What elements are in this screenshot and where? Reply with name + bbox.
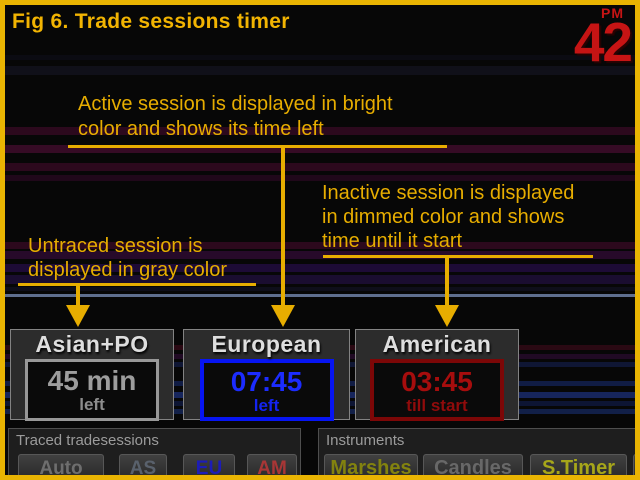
- annotation-line: displayed in gray color: [28, 259, 227, 281]
- session-panel-european: European 07:45 left: [183, 329, 350, 421]
- annotation-line: in dimmed color and shows: [322, 206, 565, 228]
- clock-period-label: PM: [601, 5, 624, 21]
- session-time-caption: left: [79, 395, 105, 414]
- session-timer-display: 03:45 till start: [370, 359, 504, 421]
- session-time-value: 45 min: [47, 365, 137, 396]
- annotation-untraced-session: Untraced session is displayed in gray co…: [28, 234, 227, 282]
- button-candles[interactable]: Candles: [423, 454, 523, 475]
- panel-title: Instruments: [326, 432, 405, 449]
- chart-stripe: [5, 175, 635, 181]
- session-timer-display: 45 min left: [25, 359, 159, 421]
- panel-instruments: Instruments Marshes Candles S.Timer: [318, 428, 635, 475]
- chart-stripe: [5, 242, 635, 249]
- panel-traced-tradesessions: Traced tradesessions Auto AS EU AM: [8, 428, 301, 475]
- clock-badge: PM 42: [573, 5, 633, 73]
- session-time-value: 07:45: [230, 366, 303, 397]
- annotation-inactive-session: Inactive session is displayed in dimmed …: [322, 181, 574, 253]
- arrow-stem: [281, 145, 285, 307]
- button-auto[interactable]: Auto: [18, 454, 104, 475]
- session-time-caption: left: [253, 396, 280, 415]
- chart-stripe: [5, 264, 635, 272]
- session-panel-asian: Asian+PO 45 min left: [10, 329, 174, 421]
- chart-stripe: [5, 127, 635, 135]
- session-time-caption: till start: [406, 396, 468, 415]
- session-time-value: 03:45: [401, 366, 473, 397]
- panel-title: Traced tradesessions: [16, 432, 159, 449]
- annotation-line: Untraced session is: [28, 235, 203, 257]
- annotation-line: time until it start: [322, 230, 463, 252]
- button-marshes[interactable]: Marshes: [324, 454, 418, 475]
- arrow-down-icon: [435, 305, 459, 327]
- button-as[interactable]: AS: [119, 454, 167, 475]
- annotation-line: color and shows its time left: [78, 118, 324, 140]
- chart-stripe: [5, 66, 635, 75]
- chart-stripe: [5, 163, 635, 171]
- arrow-down-icon: [271, 305, 295, 327]
- arrow-down-icon: [66, 305, 90, 327]
- annotation-line: Active session is displayed in bright: [78, 93, 393, 115]
- arrow-stem: [445, 255, 449, 307]
- session-name: European: [211, 331, 322, 357]
- chart-stripe: [5, 55, 635, 60]
- chart-stripe: [5, 251, 635, 259]
- arrow-stem: [76, 283, 80, 307]
- chart-separator-line: [5, 294, 635, 297]
- annotation-underline: [323, 255, 593, 258]
- annotation-underline: [68, 145, 447, 148]
- button-partial[interactable]: [633, 454, 635, 475]
- chart-stripe: [5, 145, 635, 153]
- annotation-active-session: Active session is displayed in bright co…: [78, 92, 393, 142]
- button-stimer[interactable]: S.Timer: [530, 454, 627, 475]
- chart-stripe: [5, 275, 635, 284]
- session-name: Asian+PO: [35, 331, 149, 357]
- session-name: American: [382, 331, 492, 357]
- button-am[interactable]: AM: [247, 454, 297, 475]
- session-timer-display: 07:45 left: [199, 359, 334, 421]
- button-eu[interactable]: EU: [183, 454, 235, 475]
- chart-stripe: [5, 287, 635, 291]
- clock-minutes: 42: [573, 11, 633, 73]
- figure-title: Fig 6. Trade sessions timer: [12, 10, 290, 33]
- annotation-underline: [18, 283, 256, 286]
- session-panel-american: American 03:45 till start: [355, 329, 519, 421]
- annotation-line: Inactive session is displayed: [322, 182, 575, 204]
